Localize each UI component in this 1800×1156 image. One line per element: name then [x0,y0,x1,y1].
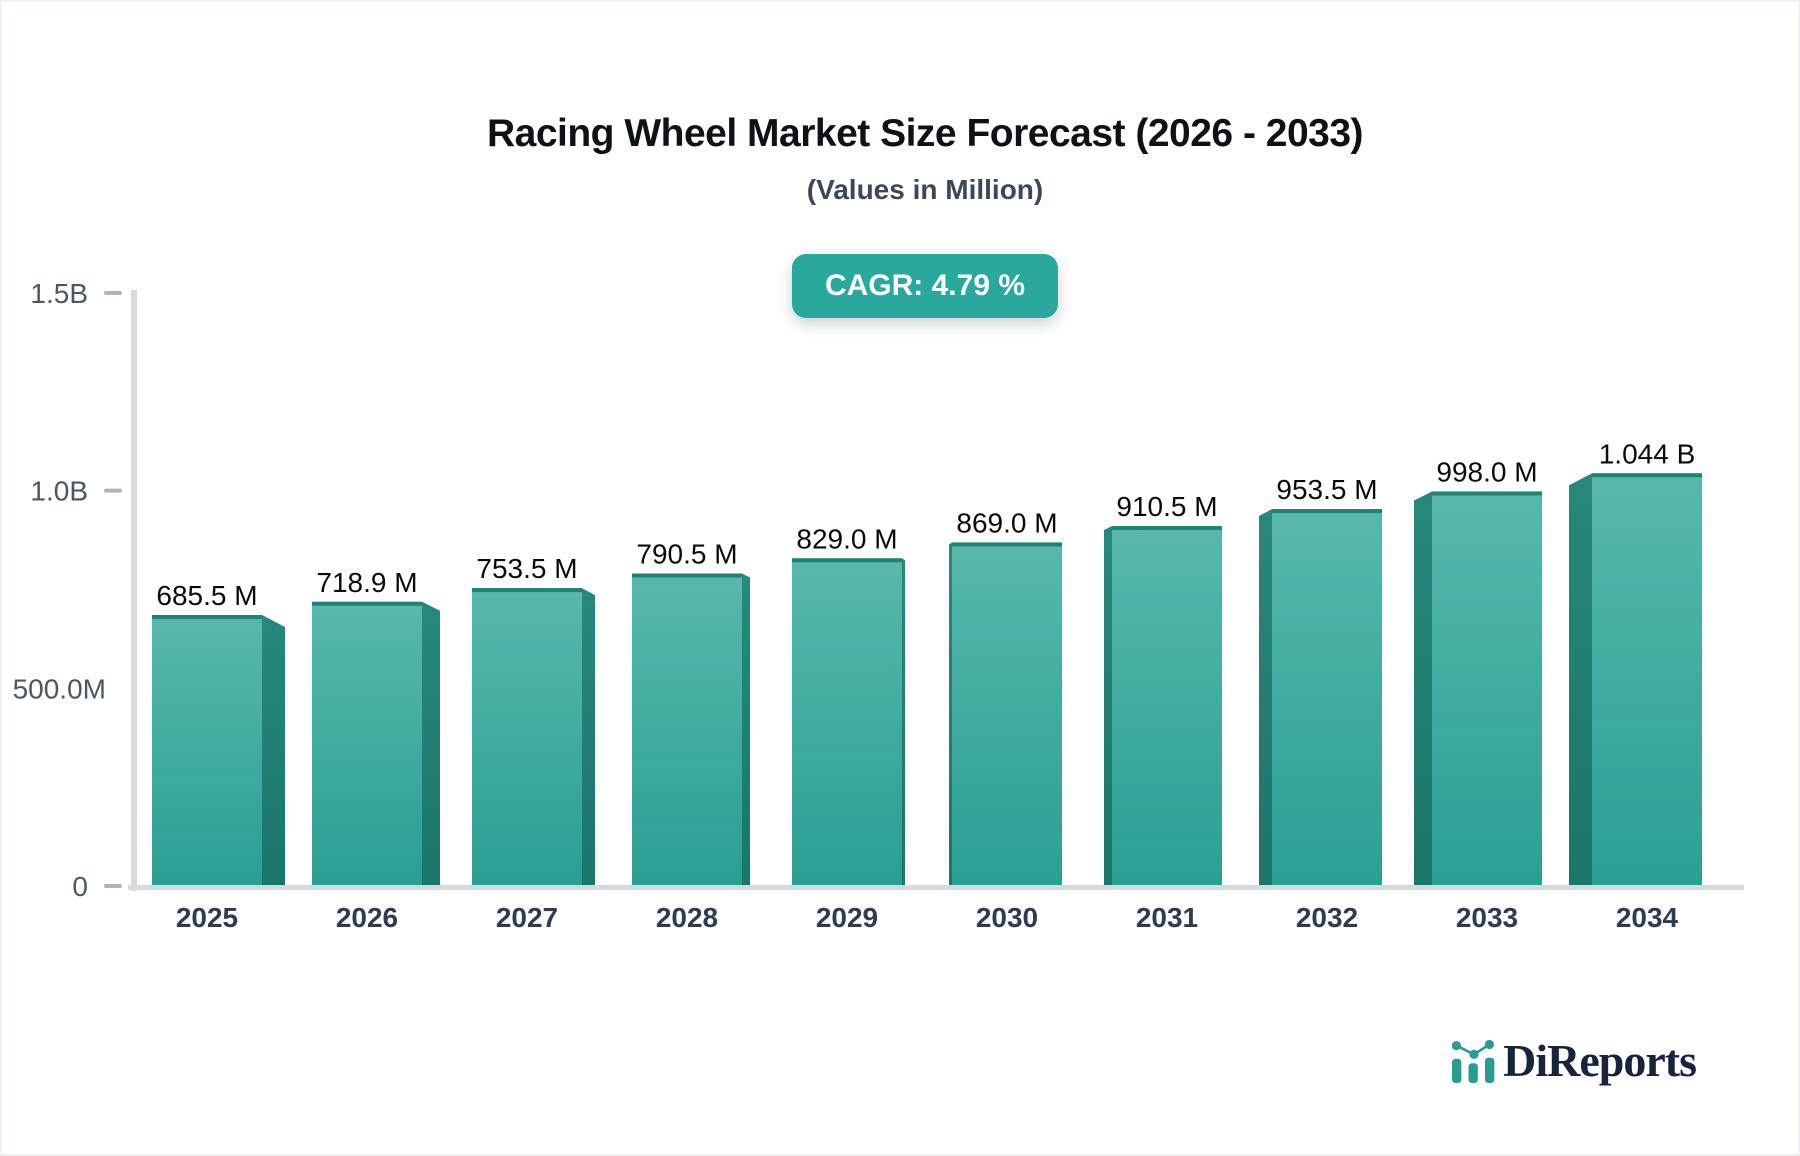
bar-side-face [1104,526,1112,886]
bar-side-face [422,601,440,886]
bar-front-face [632,573,742,886]
bar-2033: 998.0 M 2033 [1414,456,1542,933]
bar-front-face [1112,526,1222,886]
bar-front-face [1272,509,1382,886]
y-axis-line [131,290,137,891]
bar-top-edge [1272,509,1382,514]
x-axis-line [128,885,1744,890]
bar-side-face [262,614,285,886]
bar-top-edge [312,601,422,606]
bar-side-face [742,573,750,886]
x-axis-label-2029: 2029 [816,902,878,933]
bar-value-label: 953.5 M [1276,474,1377,505]
y-tick-label-1.0B: 1.0B [30,476,88,507]
bar-side-face [582,588,595,886]
bar-top-edge [152,614,262,619]
bar-2032: 953.5 M 2032 [1259,474,1382,933]
bar-value-label: 753.5 M [476,553,577,584]
x-axis-label-2030: 2030 [976,902,1038,933]
bar-value-label: 685.5 M [156,580,257,611]
bar-top-edge [792,558,902,563]
x-axis-label-2028: 2028 [656,902,718,933]
x-axis-label-2027: 2027 [496,902,558,933]
bar-top-edge [1592,473,1702,478]
bar-side-face [1569,473,1592,886]
bar-2026: 718.9 M 2026 [312,567,440,933]
bar-2030: 869.0 M 2030 [949,507,1062,933]
y-tick-1.0B [104,488,122,493]
bar-side-face [1259,509,1272,886]
bar-top-edge [1112,526,1222,531]
bar-2028: 790.5 M 2028 [632,538,750,933]
logo-wordmark: DiReports [1503,1035,1697,1086]
bar-value-label: 829.0 M [796,523,897,554]
bar-front-face [792,558,902,886]
bar-value-label: 1.044 B [1599,438,1696,469]
bar-side-face [1414,491,1432,886]
bar-chart-logo-icon [1452,1039,1495,1083]
bar-side-face [902,558,905,886]
y-tick-1.5B [104,291,122,295]
bar-value-label: 718.9 M [316,567,417,598]
bar-front-face [312,601,422,886]
cagr-badge: CAGR: 4.79 % [791,254,1059,318]
y-tick-label-500.0M: 500.0M [13,673,106,704]
bar-top-edge [1432,491,1542,496]
bar-value-label: 998.0 M [1436,456,1537,487]
bar-value-label: 790.5 M [636,538,737,569]
bar-value-label: 869.0 M [956,507,1057,538]
y-tick-label-0: 0 [72,871,88,902]
bar-front-face [472,588,582,886]
y-tick-label-1.5B: 1.5B [30,278,88,309]
bar-top-edge [632,573,742,578]
x-axis-label-2026: 2026 [336,902,398,933]
x-axis-label-2034: 2034 [1616,902,1679,933]
chart-subtitle: (Values in Million) [806,174,1044,205]
x-axis-label-2031: 2031 [1136,902,1198,933]
x-axis-label-2032: 2032 [1296,902,1358,933]
bar-front-face [952,542,1062,886]
bar-2029: 829.0 M 2029 [792,523,905,933]
bar-top-edge [952,542,1062,547]
chart-title: Racing Wheel Market Size Forecast (2026 … [486,112,1364,155]
bar-side-face [949,542,952,886]
bar-front-face [1432,491,1542,886]
bar-front-face [152,614,262,886]
bar-2025: 685.5 M 2025 [152,580,285,933]
x-axis-label-2033: 2033 [1456,902,1518,933]
bar-2034: 1.044 B 2034 [1569,438,1702,933]
x-axis-label-2025: 2025 [176,902,238,933]
bar-front-face [1592,473,1702,886]
y-tick-0 [104,884,122,888]
direports-logo: DiReports [1452,1028,1697,1086]
bar-value-label: 910.5 M [1116,491,1217,522]
bar-2027: 753.5 M 2027 [472,553,595,933]
bar-2031: 910.5 M 2031 [1104,491,1222,933]
bar-top-edge [472,588,582,593]
